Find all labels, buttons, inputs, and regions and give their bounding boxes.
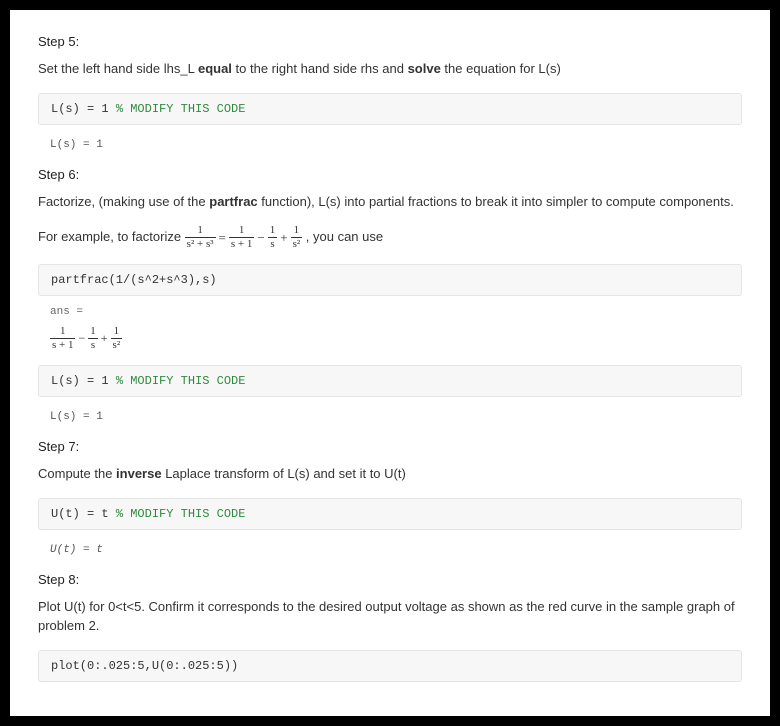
numerator: 1 (111, 326, 123, 339)
fraction: 1 s + 1 (50, 326, 75, 351)
step7-title: Step 7: (38, 439, 742, 454)
step6-code2: L(s) = 1 % MODIFY THIS CODE (38, 365, 742, 397)
step8-code: plot(0:.025:5,U(0:.025:5)) (38, 650, 742, 682)
step5-output: L(s) = 1 (38, 135, 742, 161)
minus: − (78, 331, 85, 346)
text-bold: inverse (116, 466, 162, 481)
step6-output2: L(s) = 1 (38, 407, 742, 433)
text: to the right hand side rhs and (232, 61, 408, 76)
minus: − (257, 228, 264, 248)
code-comment: % MODIFY THIS CODE (116, 507, 246, 521)
code-comment: % MODIFY THIS CODE (116, 102, 246, 116)
denominator: s² (291, 238, 303, 250)
text: Factorize, (making use of the (38, 194, 209, 209)
text: function), L(s) into partial fractions t… (258, 194, 734, 209)
plus: + (101, 331, 108, 346)
numerator: 1 (185, 225, 216, 238)
fraction: 1 s² (291, 225, 303, 250)
step6-title: Step 6: (38, 167, 742, 182)
fraction: 1 s² + s³ (185, 225, 216, 250)
denominator: s (268, 238, 278, 250)
step5-description: Set the left hand side lhs_L equal to th… (38, 59, 742, 79)
code-text: partfrac(1/(s^2+s^3),s) (51, 273, 217, 287)
text-bold: solve (408, 61, 441, 76)
step7-description: Compute the inverse Laplace transform of… (38, 464, 742, 484)
fraction: 1 s (268, 225, 278, 250)
denominator: s² + s³ (185, 238, 216, 250)
numerator: 1 (229, 225, 254, 238)
step5-title: Step 5: (38, 34, 742, 49)
step8-title: Step 8: (38, 572, 742, 587)
step6-code1: partfrac(1/(s^2+s^3),s) (38, 264, 742, 296)
denominator: s (88, 339, 98, 351)
denominator: s + 1 (50, 339, 75, 351)
denominator: s² (111, 339, 123, 351)
step7-code: U(t) = t % MODIFY THIS CODE (38, 498, 742, 530)
text: For example, to factorize (38, 229, 185, 244)
step8-description: Plot U(t) for 0<t<5. Confirm it correspo… (38, 597, 742, 636)
step6-example: For example, to factorize 1 s² + s³ = 1 … (38, 225, 742, 250)
code-text: L(s) = 1 (51, 102, 116, 116)
step5-code: L(s) = 1 % MODIFY THIS CODE (38, 93, 742, 125)
numerator: 1 (88, 326, 98, 339)
text: Laplace transform of L(s) and set it to … (162, 466, 406, 481)
step6-ans-math: 1 s + 1 − 1 s + 1 s² (38, 326, 742, 351)
step6-description: Factorize, (making use of the partfrac f… (38, 192, 742, 212)
fraction: 1 s² (111, 326, 123, 351)
text: Compute the (38, 466, 116, 481)
numerator: 1 (291, 225, 303, 238)
plus: + (280, 228, 287, 248)
code-text: plot(0:.025:5,U(0:.025:5)) (51, 659, 238, 673)
math-expression: 1 s² + s³ = 1 s + 1 − 1 s + 1 s² (185, 225, 302, 250)
code-comment: % MODIFY THIS CODE (116, 374, 246, 388)
numerator: 1 (268, 225, 278, 238)
text-bold: partfrac (209, 194, 257, 209)
code-text: U(t) = t (51, 507, 116, 521)
numerator: 1 (50, 326, 75, 339)
math-expression: 1 s + 1 − 1 s + 1 s² (50, 326, 122, 351)
fraction: 1 s + 1 (229, 225, 254, 250)
step7-output: U(t) = t (38, 540, 742, 566)
text-bold: equal (198, 61, 232, 76)
text: the equation for L(s) (441, 61, 561, 76)
code-text: L(s) = 1 (51, 374, 116, 388)
denominator: s + 1 (229, 238, 254, 250)
document-page: Step 5: Set the left hand side lhs_L equ… (10, 10, 770, 716)
equals: = (219, 228, 226, 248)
ans-label: ans = (38, 306, 742, 318)
text: , you can use (306, 229, 383, 244)
fraction: 1 s (88, 326, 98, 351)
text: Set the left hand side lhs_L (38, 61, 198, 76)
